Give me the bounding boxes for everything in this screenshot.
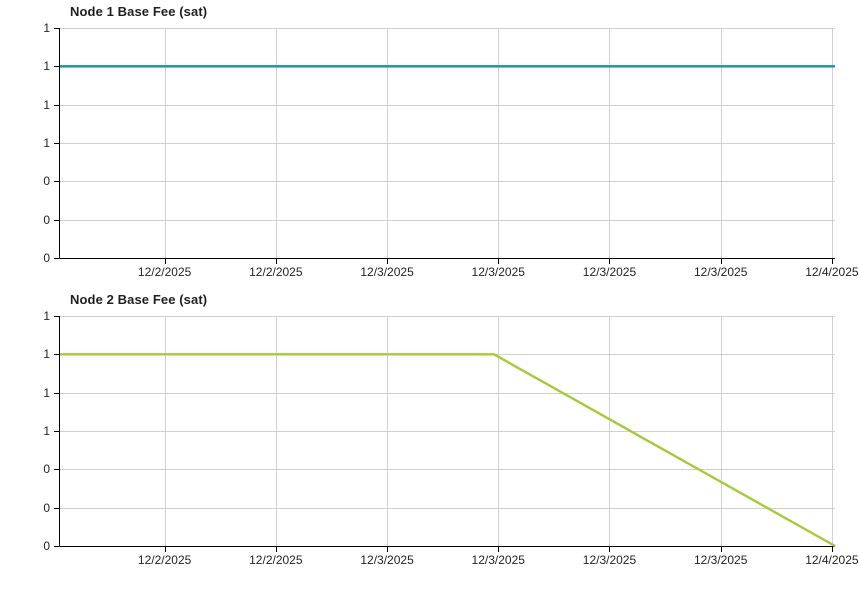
y-axis-tick-mark (54, 431, 59, 432)
y-axis-tick-label: 0 (43, 212, 50, 227)
x-axis-tick-label: 12/3/2025 (582, 265, 637, 279)
y-axis-tick-label: 0 (43, 174, 50, 189)
plot-area (60, 28, 835, 258)
x-axis-tick-mark (609, 259, 611, 264)
y-axis-tick-mark (54, 392, 59, 394)
gridline-vertical (720, 316, 722, 546)
x-axis-tick-mark (831, 259, 833, 264)
gridline-vertical (831, 316, 833, 546)
x-axis-tick-label: 12/2/2025 (137, 553, 192, 567)
gridline-horizontal (60, 392, 835, 394)
y-axis-tick-label: 0 (43, 251, 50, 265)
y-axis-line (59, 28, 60, 259)
y-axis-tick-mark (54, 104, 59, 106)
x-axis-tick-mark (275, 547, 277, 552)
gridline-vertical (831, 28, 833, 258)
x-axis-tick-mark (720, 259, 722, 264)
y-axis-tick-mark (54, 354, 59, 356)
y-axis-tick-label: 1 (43, 385, 50, 400)
y-axis-tick-label: 1 (43, 424, 50, 438)
x-axis-tick-label: 12/3/2025 (693, 553, 748, 567)
chart-title: Node 1 Base Fee (sat) (70, 4, 208, 19)
gridline-vertical (609, 316, 611, 546)
gridline-vertical (164, 316, 166, 546)
x-axis-line (59, 258, 835, 259)
series-line-node-2 (60, 316, 835, 546)
y-axis-tick-mark (54, 28, 59, 29)
gridline-horizontal (60, 104, 835, 106)
x-axis-tick-mark (831, 547, 833, 552)
y-axis-tick-label: 0 (43, 462, 50, 477)
y-axis-tick-label: 0 (43, 500, 50, 515)
x-axis-tick-mark (498, 259, 500, 264)
y-axis-tick-mark (54, 66, 59, 68)
x-axis-tick-label: 12/3/2025 (693, 265, 748, 279)
y-axis-tick-mark (54, 507, 59, 509)
y-axis-tick-label: 1 (43, 21, 50, 35)
x-axis-tick-label: 12/4/2025 (805, 265, 859, 279)
y-axis-tick-label: 1 (43, 309, 50, 323)
x-axis-tick-mark (609, 547, 611, 552)
x-axis-tick-mark (164, 547, 166, 552)
chart-panel-node-1: Node 1 Base Fee (sat) 1 1 1 1 0 0 0 12/2/2025 12… (0, 0, 860, 288)
y-axis-tick-label: 1 (43, 97, 50, 112)
gridline-horizontal (60, 219, 835, 221)
y-axis-tick-label: 0 (43, 539, 50, 553)
gridline-horizontal (60, 143, 835, 144)
gridline-horizontal (60, 181, 835, 183)
y-axis-tick-label: 1 (43, 136, 50, 150)
x-axis-tick-mark (498, 547, 500, 552)
gridline-horizontal (60, 469, 835, 471)
x-axis-tick-mark (720, 547, 722, 552)
y-axis-tick-mark (54, 316, 59, 317)
gridline-vertical (387, 28, 389, 258)
x-axis-tick-mark (164, 259, 166, 264)
x-axis-tick-label: 12/2/2025 (249, 265, 303, 279)
gridline-horizontal (60, 431, 835, 432)
gridline-vertical (387, 316, 389, 546)
gridline-vertical (498, 28, 500, 258)
series-line-node-1 (60, 28, 835, 258)
gridline-vertical (609, 28, 611, 258)
gridline-horizontal (60, 507, 835, 509)
gridline-vertical (498, 316, 500, 546)
y-axis-tick-mark (54, 546, 59, 547)
x-axis-tick-label: 12/3/2025 (471, 553, 525, 567)
y-axis-tick-mark (54, 143, 59, 144)
gridline-vertical (164, 28, 166, 258)
x-axis-tick-label: 12/3/2025 (471, 265, 525, 279)
x-axis-tick-mark (387, 259, 389, 264)
x-axis-tick-label: 12/3/2025 (360, 553, 414, 567)
chart-title: Node 2 Base Fee (sat) (70, 292, 208, 307)
y-axis-line (59, 316, 60, 547)
x-axis-tick-mark (387, 547, 389, 552)
y-axis-tick-label: 1 (43, 59, 50, 74)
y-axis-tick-mark (54, 219, 59, 221)
gridline-vertical (275, 28, 277, 258)
y-axis-tick-mark (54, 181, 59, 183)
x-axis-tick-mark (275, 259, 277, 264)
plot-area (60, 316, 835, 546)
gridline-vertical (275, 316, 277, 546)
x-axis-tick-label: 12/2/2025 (137, 265, 192, 279)
y-axis-tick-label: 1 (43, 347, 50, 362)
y-axis-tick-mark (54, 258, 59, 259)
x-axis-line (59, 546, 835, 547)
y-axis-tick-mark (54, 469, 59, 471)
x-axis-tick-label: 12/2/2025 (249, 553, 303, 567)
gridline-horizontal (60, 28, 835, 29)
series-polyline (60, 354, 835, 546)
chart-panel-node-2: Node 2 Base Fee (sat) 1 1 1 1 0 0 0 12/2/2025 12… (0, 288, 860, 576)
gridline-vertical (720, 28, 722, 258)
x-axis-tick-label: 12/4/2025 (805, 553, 859, 567)
x-axis-tick-label: 12/3/2025 (360, 265, 414, 279)
x-axis-tick-label: 12/3/2025 (582, 553, 637, 567)
gridline-horizontal (60, 316, 835, 317)
